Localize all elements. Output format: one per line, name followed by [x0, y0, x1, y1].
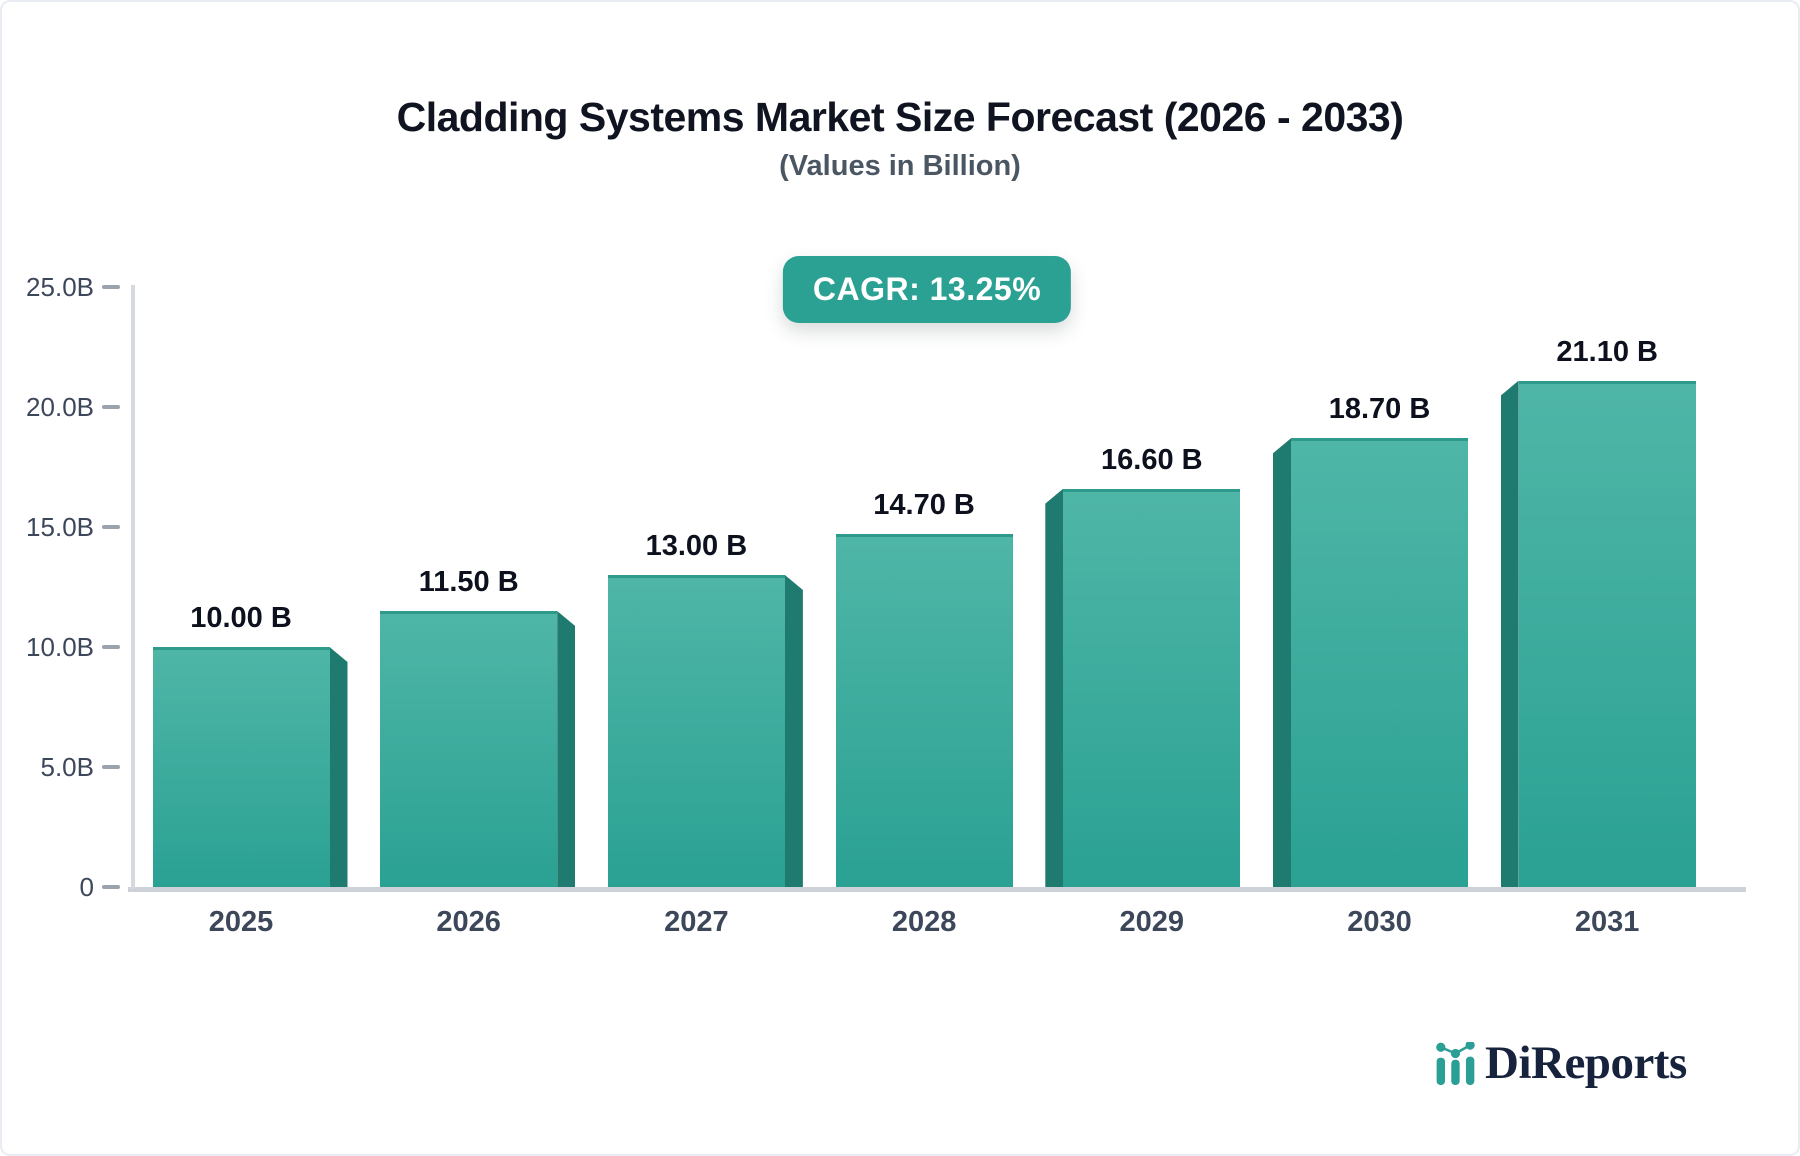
y-axis-tick-label: 10.0B: [26, 632, 94, 662]
chart-subtitle: (Values in Billion): [779, 150, 1021, 182]
bar-3d-side: [329, 647, 348, 887]
bar-2027: [607, 575, 785, 887]
y-axis-tick: [102, 645, 120, 649]
x-axis-label-2030: 2030: [1347, 906, 1412, 938]
bar-2028: [835, 534, 1013, 887]
bar-value-label: 13.00 B: [645, 530, 748, 562]
x-axis-label-2026: 2026: [436, 906, 501, 938]
chart-title: Cladding Systems Market Size Forecast (2…: [396, 94, 1404, 140]
bar-3d-side: [1500, 380, 1519, 887]
direports-logo: DiReports: [1434, 1040, 1687, 1087]
x-axis-label-2029: 2029: [1119, 906, 1185, 938]
y-axis-tick-label: 20.0B: [26, 392, 94, 422]
y-axis-tick-label: 0: [79, 872, 94, 902]
cagr-badge: CAGR: 13.25%: [782, 256, 1072, 323]
x-axis-label-2031: 2031: [1574, 906, 1640, 938]
direports-logo-text: DiReports: [1485, 1037, 1687, 1089]
bar-2030: [1291, 438, 1468, 887]
bar-value-label: 16.60 B: [1101, 443, 1203, 476]
bar-3d-side: [1273, 438, 1291, 887]
bar-2026: [380, 611, 558, 887]
y-axis-line: [131, 285, 135, 889]
bar-value-label: 11.50 B: [418, 566, 519, 598]
bar-2031: [1518, 380, 1696, 887]
bar-value-label: 10.00 B: [190, 602, 292, 634]
cagr-badge-label: CAGR: 13.25%: [812, 271, 1042, 307]
bar-2025: [152, 647, 330, 887]
y-axis-tick-label: 15.0B: [26, 512, 94, 542]
y-axis-tick-label: 25.0B: [26, 272, 94, 302]
x-axis-label-2025: 2025: [208, 906, 274, 938]
x-axis-label-2027: 2027: [664, 906, 729, 938]
bar-2029: [1063, 488, 1241, 887]
x-axis-baseline: [128, 887, 1746, 892]
y-axis-tick: [102, 405, 120, 409]
direports-mini-bar-chart-icon: [1436, 1041, 1475, 1085]
bar-3d-side: [557, 611, 576, 887]
bar-3d-side: [1045, 488, 1064, 887]
y-axis-tick: [102, 525, 120, 529]
bar-value-label: 18.70 B: [1328, 393, 1431, 426]
bar-value-label: 21.10 B: [1556, 335, 1658, 368]
bar-3d-side: [784, 575, 803, 887]
y-axis-tick: [102, 885, 120, 889]
x-axis-label-2028: 2028: [891, 906, 957, 938]
y-axis-tick: [102, 285, 120, 289]
y-axis-tick: [102, 765, 120, 769]
bar-value-label: 14.70 B: [873, 489, 975, 522]
y-axis-tick-label: 5.0B: [40, 752, 95, 782]
